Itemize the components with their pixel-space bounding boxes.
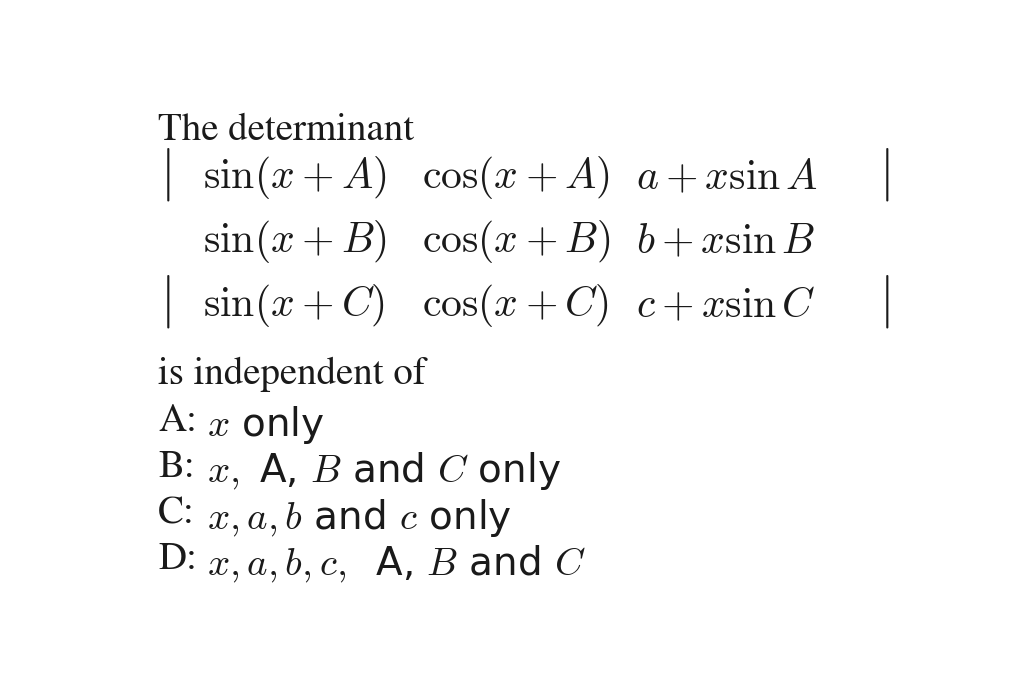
Text: $b + x\sin B$: $b + x\sin B$ bbox=[636, 220, 815, 262]
Text: $|$: $|$ bbox=[160, 272, 170, 329]
Text: $x, a, b, c,\;$ A, $B$ and $C$: $x, a, b, c,\;$ A, $B$ and $C$ bbox=[207, 543, 586, 584]
Text: B:: B: bbox=[158, 450, 195, 484]
Text: $\cos(x+C)$: $\cos(x+C)$ bbox=[422, 282, 608, 329]
Text: $\sin(x+A)$: $\sin(x+A)$ bbox=[204, 154, 387, 201]
Text: $\sin(x+B)$: $\sin(x+B)$ bbox=[204, 218, 387, 265]
Text: $|$: $|$ bbox=[880, 146, 890, 203]
Text: is independent of: is independent of bbox=[158, 357, 426, 392]
Text: $x,$ A, $B$ and $C$ only: $x,$ A, $B$ and $C$ only bbox=[207, 450, 561, 492]
Text: $\cos(x+A)$: $\cos(x+A)$ bbox=[422, 154, 609, 201]
Text: $c + x\sin C$: $c + x\sin C$ bbox=[636, 284, 815, 327]
Text: The determinant: The determinant bbox=[158, 113, 415, 147]
Text: $|$: $|$ bbox=[880, 272, 890, 329]
Text: $\sin(x+C)$: $\sin(x+C)$ bbox=[204, 282, 385, 329]
Text: $a + x\sin A$: $a + x\sin A$ bbox=[636, 156, 818, 198]
Text: $|$: $|$ bbox=[160, 146, 170, 203]
Text: $x, a, b$ and $c$ only: $x, a, b$ and $c$ only bbox=[207, 496, 512, 539]
Text: $\cos(x+B)$: $\cos(x+B)$ bbox=[422, 218, 610, 265]
Text: A:: A: bbox=[158, 404, 198, 439]
Text: D:: D: bbox=[158, 543, 198, 578]
Text: $x$ only: $x$ only bbox=[207, 404, 325, 446]
Text: C:: C: bbox=[158, 496, 195, 531]
